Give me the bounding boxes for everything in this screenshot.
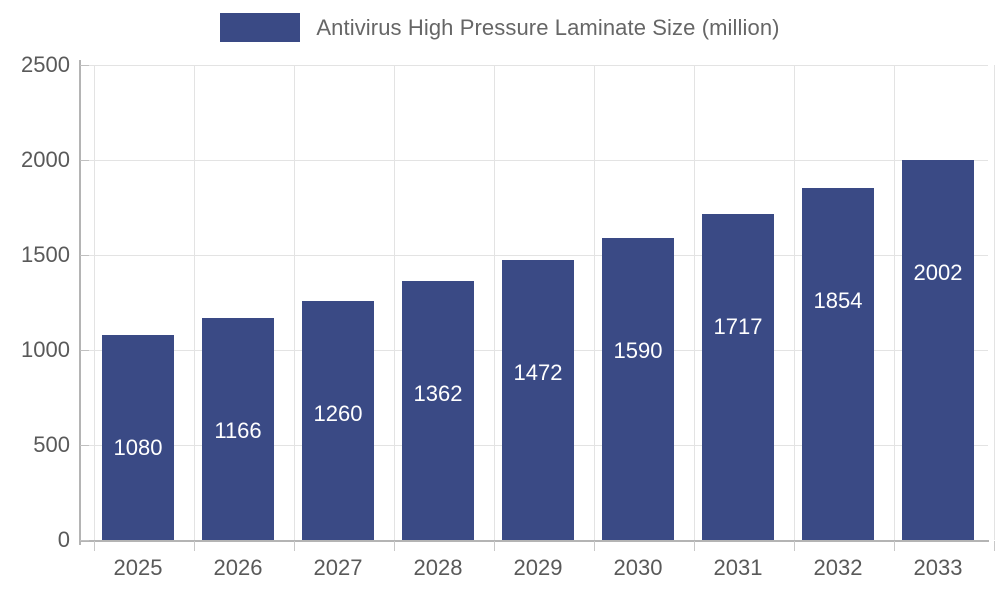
x-axis-tick-mark <box>94 541 95 551</box>
x-axis-tick-mark <box>194 541 195 551</box>
y-axis-tick-label: 500 <box>33 432 70 457</box>
x-axis-spine <box>79 540 989 542</box>
x-axis-tick-mark <box>694 541 695 551</box>
y-axis-tick-mark <box>80 255 89 256</box>
x-axis-tick-mark <box>394 541 395 551</box>
bar[interactable] <box>802 187 874 540</box>
y-axis-tick-label: 1000 <box>21 337 70 362</box>
y-axis-tick-mark <box>80 65 89 66</box>
y-axis-tick-mark <box>80 540 89 541</box>
y-axis-spine <box>79 60 81 545</box>
legend-label: Antivirus High Pressure Laminate Size (m… <box>316 14 780 40</box>
chart-legend: Antivirus High Pressure Laminate Size (m… <box>0 0 1000 55</box>
y-axis-tick-mark <box>80 160 89 161</box>
x-axis-tick-mark <box>294 541 295 551</box>
x-gridline <box>94 65 95 540</box>
y-axis-tick-label: 1500 <box>21 242 70 267</box>
y-axis-tick-mark <box>80 445 89 446</box>
x-axis-tick-mark <box>494 541 495 551</box>
x-axis-tick-mark <box>794 541 795 551</box>
x-axis-tick-label: 2029 <box>513 555 563 580</box>
bar[interactable] <box>902 159 974 540</box>
y-gridline <box>80 160 988 161</box>
x-gridline <box>894 65 895 540</box>
legend-color-swatch <box>220 13 301 42</box>
x-gridline <box>994 65 995 540</box>
legend-item[interactable]: Antivirus High Pressure Laminate Size (m… <box>220 13 779 42</box>
x-gridline <box>294 65 295 540</box>
x-axis-tick-mark <box>594 541 595 551</box>
bar[interactable] <box>102 334 174 540</box>
y-gridline <box>80 255 988 256</box>
bar[interactable] <box>502 260 574 540</box>
y-axis-tick-label: 2500 <box>21 52 70 77</box>
x-axis-tick-label: 2026 <box>213 555 263 580</box>
x-gridline <box>394 65 395 540</box>
y-gridline <box>80 65 988 66</box>
x-axis-tick-mark <box>894 541 895 551</box>
bar[interactable] <box>702 213 774 540</box>
x-gridline <box>494 65 495 540</box>
y-axis-tick-label: 0 <box>57 527 70 552</box>
bar[interactable] <box>602 237 674 540</box>
x-gridline <box>594 65 595 540</box>
y-axis-tick-label: 2000 <box>21 147 70 172</box>
x-axis-tick-label: 2027 <box>313 555 363 580</box>
x-gridline <box>194 65 195 540</box>
bar[interactable] <box>302 300 374 540</box>
x-axis-tick-label: 2032 <box>813 555 863 580</box>
x-axis-tick-label: 2030 <box>613 555 663 580</box>
x-axis-tick-mark <box>994 541 995 551</box>
x-axis-tick-label: 2025 <box>113 555 163 580</box>
x-gridline <box>694 65 695 540</box>
bar[interactable] <box>402 281 474 540</box>
bar[interactable] <box>202 318 274 540</box>
x-axis-tick-label: 2031 <box>713 555 763 580</box>
y-axis-tick-mark <box>80 350 89 351</box>
x-axis-tick-label: 2028 <box>413 555 463 580</box>
x-gridline <box>794 65 795 540</box>
x-axis-tick-label: 2033 <box>913 555 963 580</box>
y-axis: 0 500 1000 1500 2000 2500 <box>0 0 70 600</box>
